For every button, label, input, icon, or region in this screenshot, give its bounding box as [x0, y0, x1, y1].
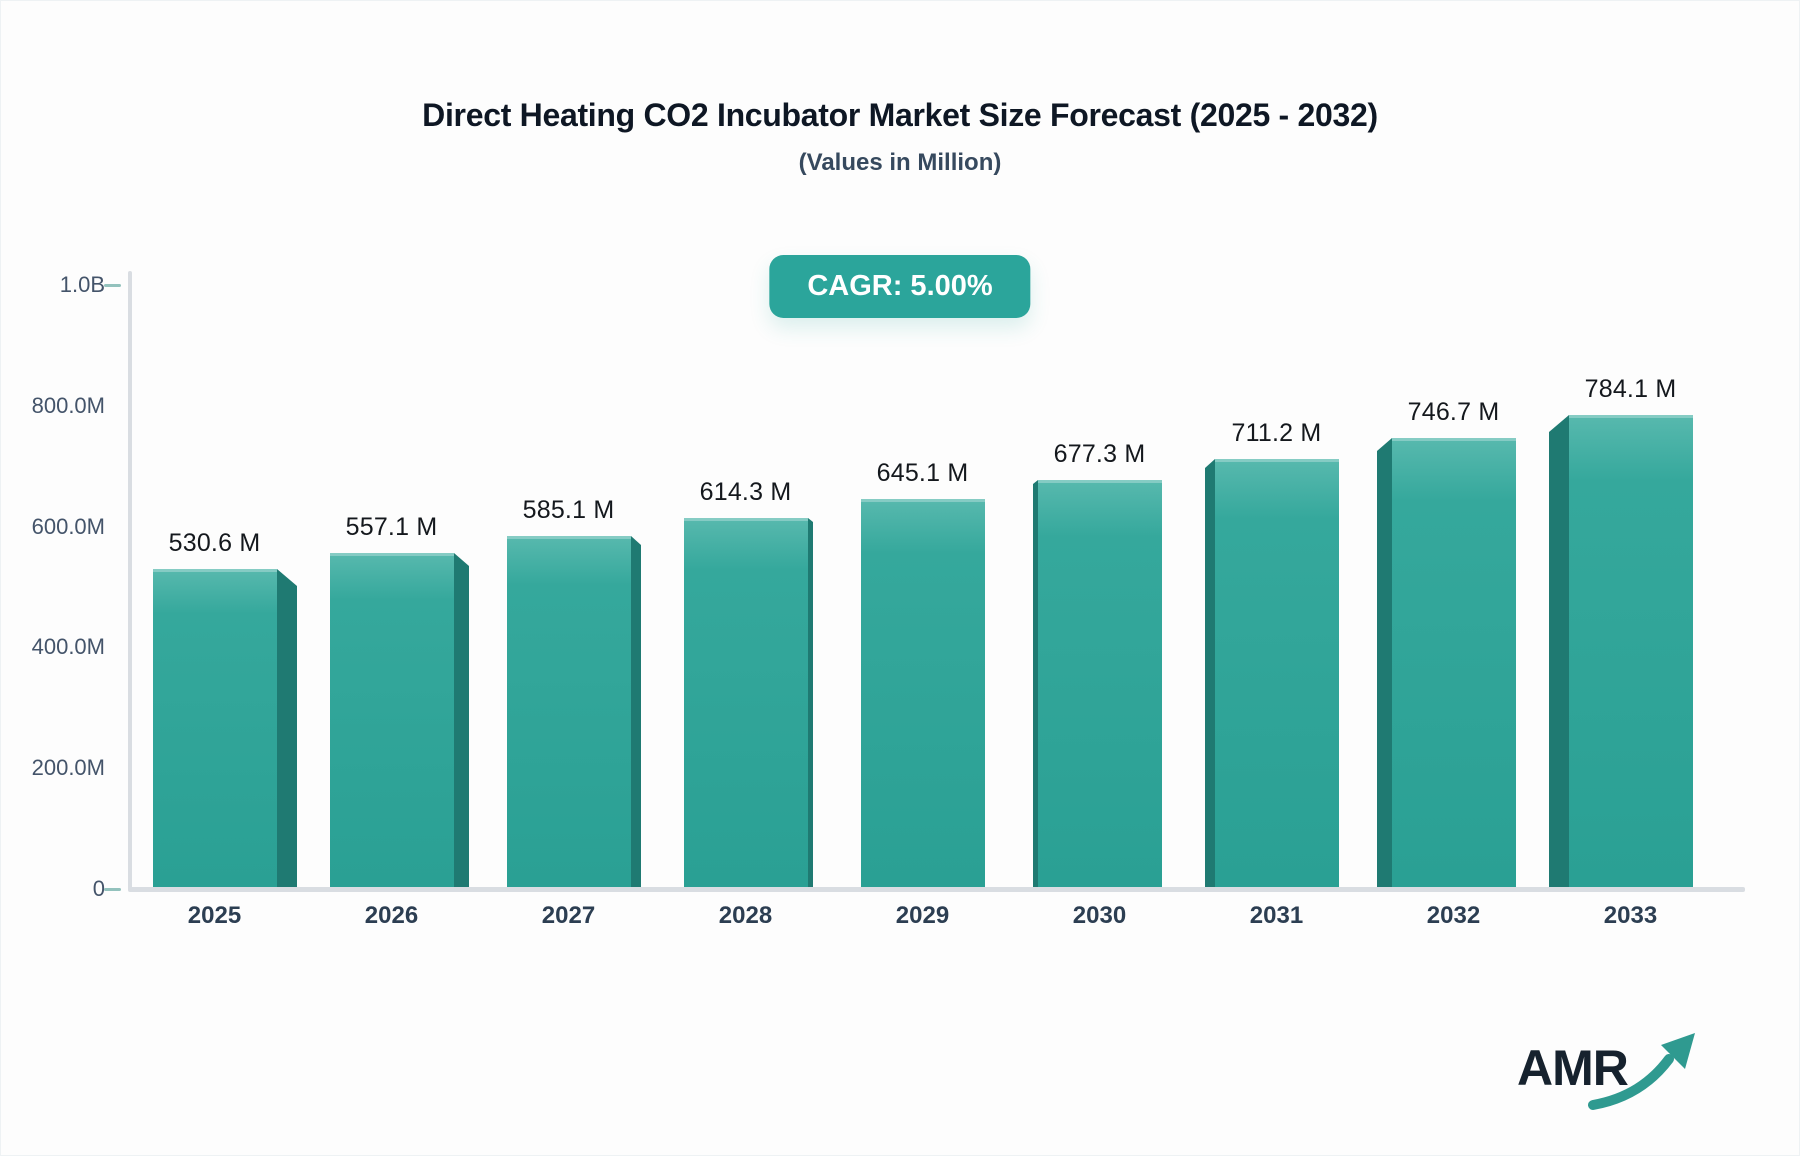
bar-side-face	[630, 535, 641, 889]
amr-logo: AMR	[1517, 1029, 1707, 1113]
bar-value-label: 530.6 M	[168, 528, 261, 557]
bar-face	[329, 552, 454, 889]
y-axis-tick-label: 800.0M	[31, 392, 105, 418]
bar-face	[1391, 437, 1516, 889]
x-axis-category-label: 2029	[895, 902, 950, 929]
x-axis-line	[128, 887, 1745, 892]
bar-side-face	[1032, 479, 1038, 889]
bar-2027	[506, 535, 641, 889]
y-axis-line	[128, 271, 132, 891]
cagr-badge: CAGR: 5.00%	[769, 255, 1031, 318]
y-axis-tick-label: 400.0M	[31, 634, 105, 660]
y-axis-tick-label: 600.0M	[31, 513, 105, 539]
chart-title: Direct Heating CO2 Incubator Market Size…	[422, 97, 1378, 133]
bar-face	[1037, 479, 1162, 889]
bar-2026	[329, 552, 469, 889]
growth-arrow-icon	[1588, 1033, 1695, 1110]
bar-value-label: 614.3 M	[699, 477, 792, 506]
bar-face	[1214, 459, 1339, 889]
bar-face	[860, 499, 985, 889]
bar-side-face	[1204, 459, 1215, 889]
bar-value-label: 711.2 M	[1231, 419, 1322, 448]
bar-2028	[683, 517, 813, 889]
bar-side-face	[1548, 415, 1569, 889]
y-axis-tick-label: 200.0M	[31, 755, 105, 781]
x-axis-category-label: 2032	[1426, 902, 1481, 929]
bar-face	[506, 535, 631, 889]
x-axis-category-label: 2025	[187, 902, 242, 929]
bar-value-label: 645.1 M	[876, 459, 969, 488]
y-axis-tick-label: 1.0B	[59, 272, 105, 297]
x-axis-category-label: 2028	[718, 902, 773, 929]
y-axis-tick-label: 0	[92, 876, 105, 901]
x-axis-category-label: 2030	[1072, 902, 1127, 929]
bar-side-face	[1376, 437, 1392, 889]
bar-side-face	[453, 552, 469, 889]
bar-2033	[1548, 415, 1693, 889]
bar-face	[1568, 415, 1693, 889]
bar-2025	[152, 568, 297, 889]
y-axis-tick-mark	[104, 887, 121, 891]
x-axis-category-label: 2027	[541, 902, 596, 929]
bar-value-label: 585.1 M	[522, 495, 615, 524]
bar-2030	[1032, 479, 1162, 889]
bar-2031	[1204, 459, 1339, 889]
bar-2029	[860, 499, 985, 889]
bar-value-label: 677.3 M	[1053, 439, 1146, 468]
bar-face	[683, 517, 808, 889]
bar-value-label: 557.1 M	[345, 512, 438, 541]
chart-subtitle: (Values in Million)	[798, 149, 1002, 176]
y-axis-tick-mark	[104, 283, 121, 287]
bar-face	[152, 568, 277, 889]
bar-2032	[1376, 437, 1516, 889]
bar-value-label: 784.1 M	[1584, 375, 1677, 404]
x-axis-category-label: 2026	[364, 902, 419, 929]
bar-value-label: 746.7 M	[1407, 397, 1500, 426]
amr-logo-text: AMR	[1517, 1040, 1629, 1096]
bar-side-face	[807, 517, 813, 889]
x-axis-category-label: 2033	[1603, 902, 1658, 929]
x-axis-category-label: 2031	[1249, 902, 1304, 929]
bar-side-face	[276, 568, 297, 889]
